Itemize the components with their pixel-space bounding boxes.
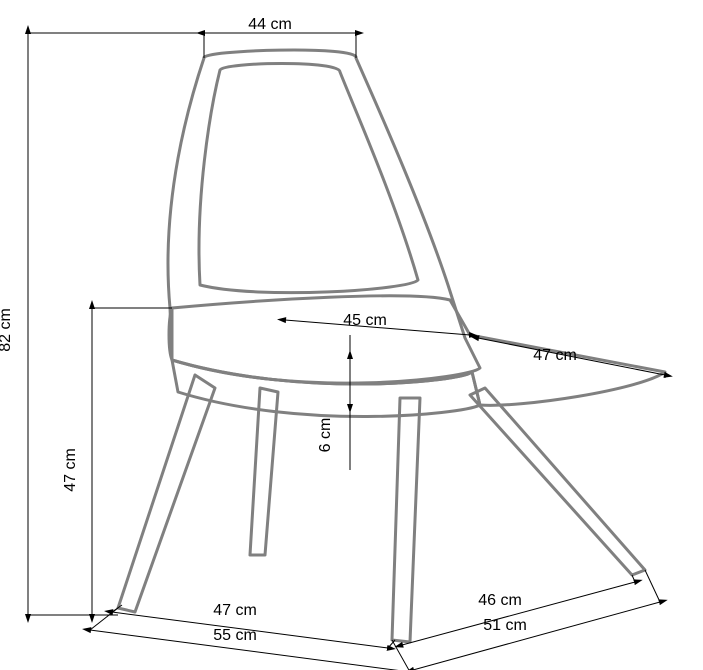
label-cushion: 6 cm xyxy=(317,418,334,453)
dimension-labels: 44 cm 82 cm 47 cm 45 cm 47 cm 6 cm 47 cm… xyxy=(0,16,577,644)
label-side-inner: 46 cm xyxy=(478,592,522,609)
label-front-outer: 55 cm xyxy=(213,627,257,644)
label-seat-height: 47 cm xyxy=(62,448,79,492)
chair-outline xyxy=(118,50,665,642)
chair-leg-front-left xyxy=(118,375,215,612)
chair-dimension-drawing: 44 cm 82 cm 47 cm 45 cm 47 cm 6 cm 47 cm… xyxy=(0,0,703,670)
label-top-width: 44 cm xyxy=(248,16,292,33)
label-seat-side: 47 cm xyxy=(533,347,577,364)
chair-back-inner xyxy=(199,64,418,293)
label-front-inner: 47 cm xyxy=(213,602,257,619)
label-total-height: 82 cm xyxy=(0,308,14,352)
dim-line-side-51 xyxy=(413,602,660,670)
label-seat-depth: 45 cm xyxy=(343,312,387,329)
chair-seat-top xyxy=(172,296,665,406)
label-side-outer: 51 cm xyxy=(483,617,527,634)
chair-leg-back-right xyxy=(470,388,645,575)
chair-leg-front-right xyxy=(392,398,420,642)
chair-seat-front xyxy=(172,360,480,417)
